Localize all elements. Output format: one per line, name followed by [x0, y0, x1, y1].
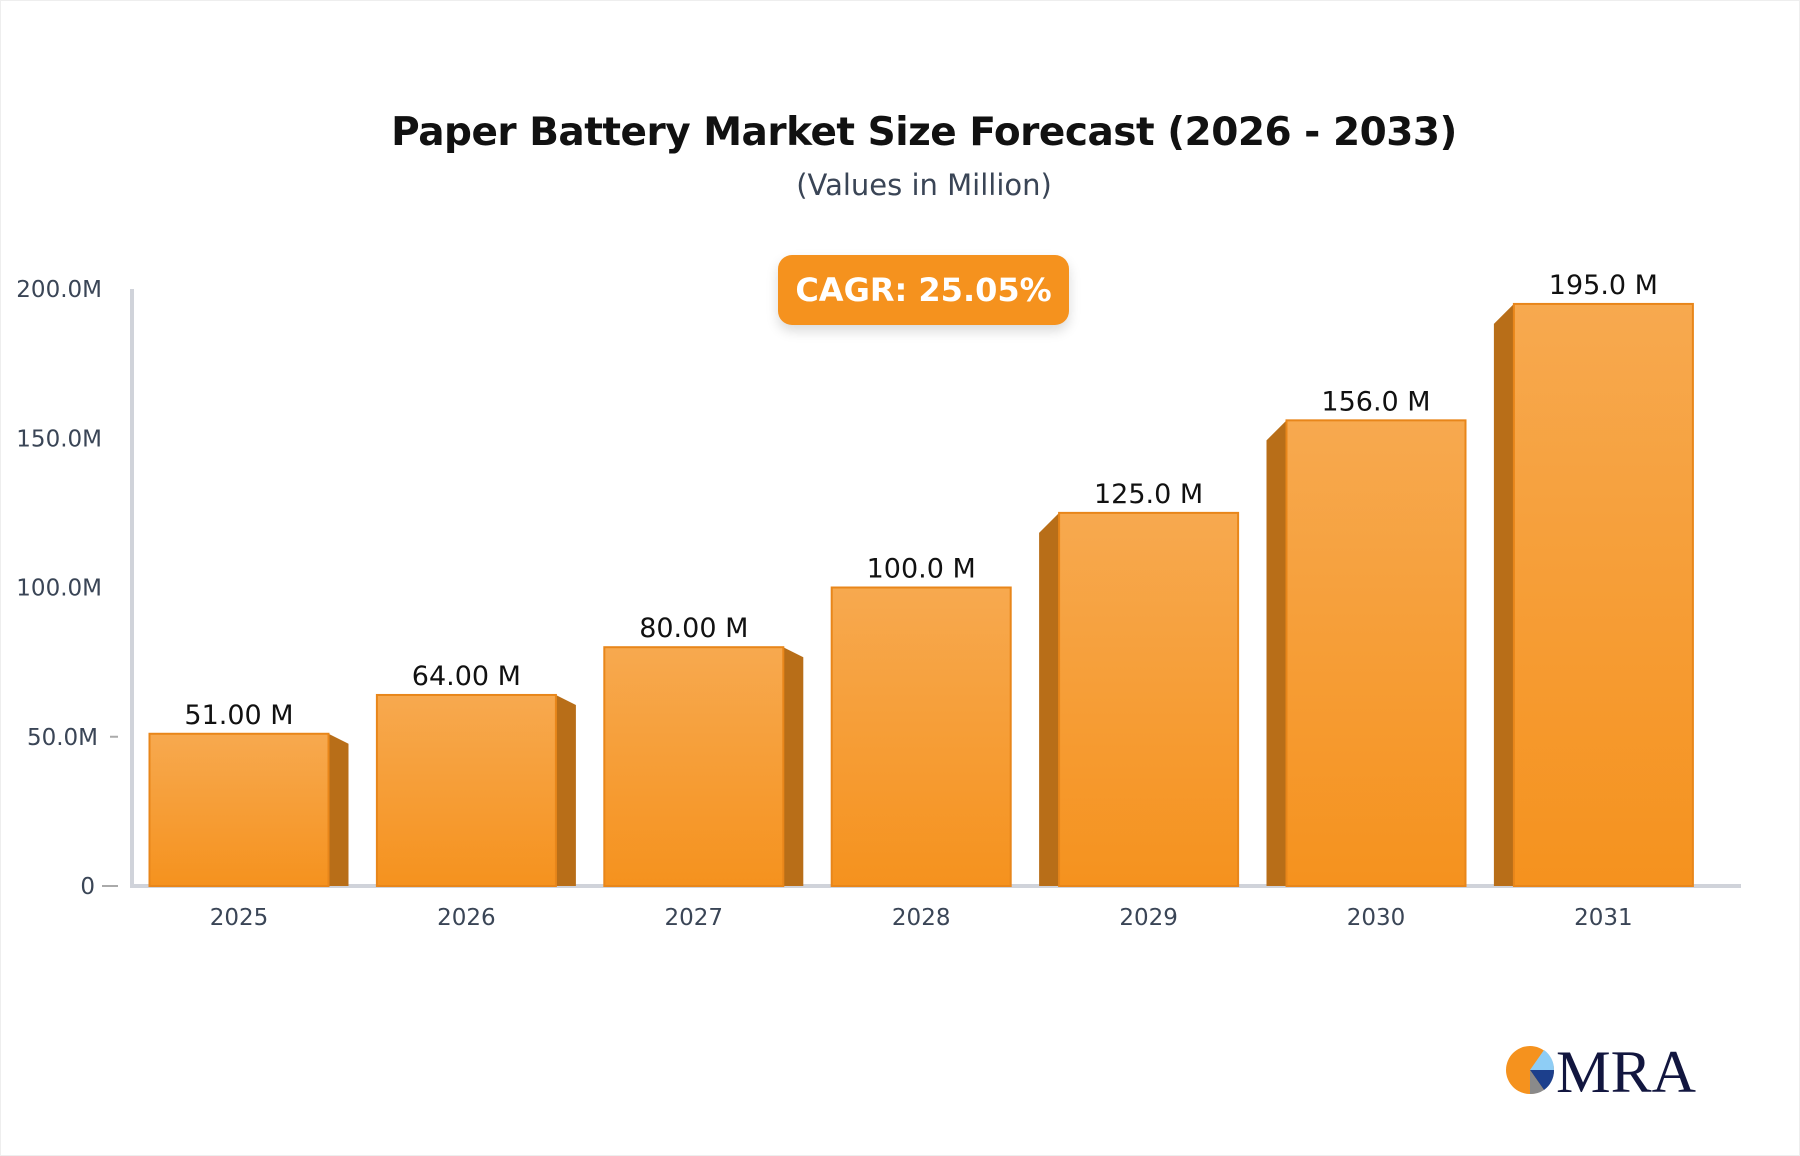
- svg-text:MRA: MRA: [1556, 1040, 1696, 1100]
- data-label: 80.00 M: [639, 613, 748, 644]
- bar-side: [1039, 512, 1060, 886]
- data-label: 125.0 M: [1094, 479, 1203, 510]
- bar-side: [1266, 420, 1287, 886]
- bar: [1512, 302, 1694, 887]
- data-label: 156.0 M: [1321, 386, 1430, 417]
- x-tick-label: 2028: [892, 905, 951, 931]
- y-tick-label: 50.0M: [27, 725, 98, 751]
- bar-side: [783, 647, 804, 886]
- bar-side: [555, 694, 576, 886]
- data-label: 64.00 M: [412, 661, 521, 692]
- bar-side: [1493, 303, 1514, 886]
- x-tick-label: 2027: [665, 905, 724, 931]
- y-tick-label: 0: [80, 874, 95, 900]
- y-tick-label: 150.0M: [16, 426, 102, 452]
- chart-title: Paper Battery Market Size Forecast (2026…: [391, 110, 1457, 155]
- bar: [148, 732, 330, 888]
- x-tick-label: 2031: [1574, 905, 1633, 931]
- bar: [603, 646, 785, 888]
- y-tick-label: 100.0M: [16, 576, 102, 602]
- bar: [1058, 511, 1240, 887]
- cagr-badge: CAGR: 25.05%: [778, 255, 1069, 325]
- x-tick-label: 2025: [210, 905, 269, 931]
- y-tick-label: 200.0M: [16, 277, 102, 303]
- x-tick-label: 2026: [437, 905, 496, 931]
- data-label: 195.0 M: [1549, 270, 1658, 301]
- bar: [375, 693, 557, 888]
- x-tick-label: 2029: [1119, 905, 1178, 931]
- data-label: 100.0 M: [867, 554, 976, 585]
- x-tick-label: 2030: [1347, 905, 1406, 931]
- data-label: 51.00 M: [184, 700, 293, 731]
- bar-side: [328, 733, 349, 886]
- mra-logo: MRA: [1506, 1040, 1696, 1100]
- bar: [1285, 419, 1467, 887]
- bar: [830, 586, 1012, 887]
- chart-subtitle: (Values in Million): [796, 168, 1052, 202]
